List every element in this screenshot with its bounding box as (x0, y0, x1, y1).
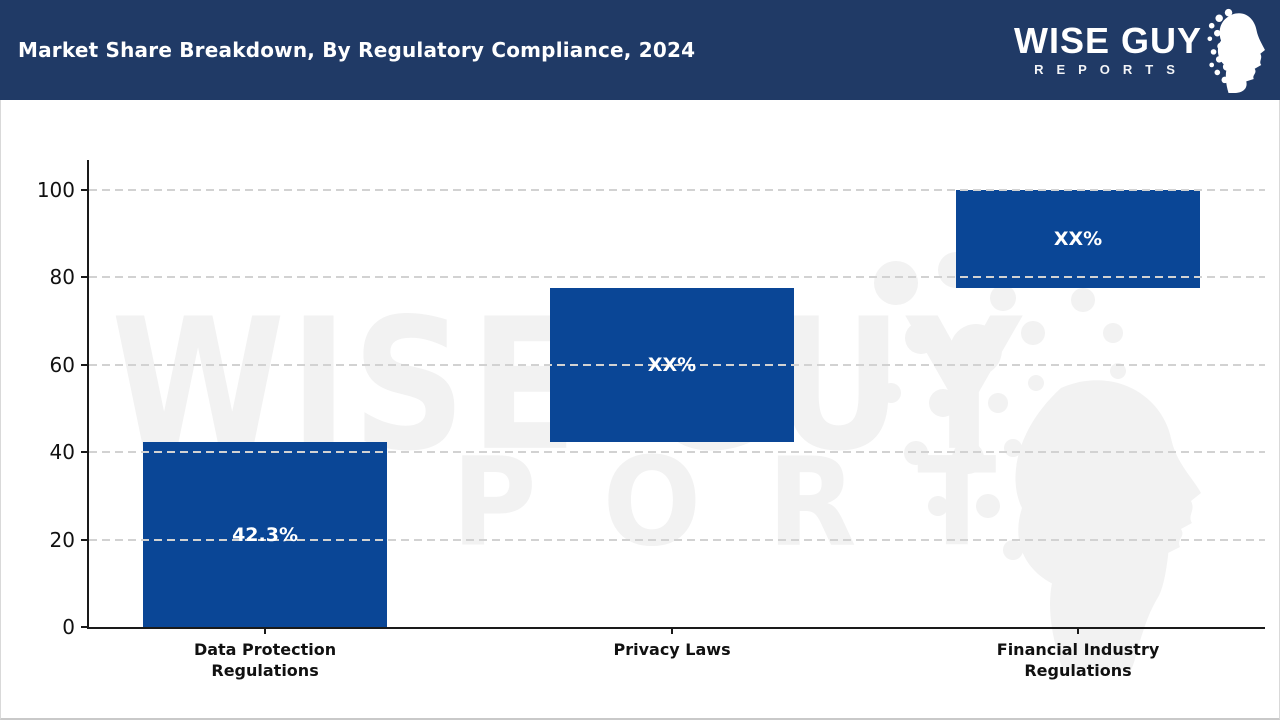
y-axis-tick (81, 626, 89, 628)
gridline-40 (89, 451, 1265, 454)
gridline-80 (89, 276, 1265, 279)
category-label-data-protection-regulations: Data Protection Regulations (125, 639, 405, 681)
watermark-face-icon (874, 252, 1201, 670)
category-label-line: Regulations (211, 661, 319, 680)
y-axis-tick-label: 40 (49, 440, 75, 465)
bar-value-label-privacy-laws: XX% (647, 354, 697, 377)
x-axis-line (87, 627, 1265, 629)
category-label-line: Data Protection (193, 640, 337, 659)
gridline-20 (89, 538, 1265, 541)
bar-value-label-data-protection-regulations: 42.3% (232, 523, 298, 546)
y-axis-tick-label: 20 (49, 527, 75, 552)
y-axis-tick-label: 60 (49, 352, 75, 377)
y-axis-tick-label: 80 (49, 265, 75, 290)
brand-subtitle: REPORTS (1034, 62, 1188, 77)
brand-logo: WISE GUY REPORTS (1014, 7, 1266, 93)
category-label-line: Financial Industry (996, 640, 1160, 659)
category-label-financial-industry-regulations: Financial Industry Regulations (938, 639, 1218, 681)
chart-canvas: WISE GUY REPORTS 0 20 40 60 80 100 42.3% Data P… (0, 100, 1280, 720)
category-label-line: Regulations (1024, 661, 1132, 680)
brand-logo-text: WISE GUY REPORTS (1013, 20, 1202, 78)
logo-face-icon (1207, 8, 1265, 93)
app-header: Market Share Breakdown, By Regulatory Co… (0, 0, 1280, 100)
x-axis-tick (671, 627, 674, 634)
y-axis-tick (81, 538, 89, 541)
y-axis-tick (81, 451, 89, 454)
y-axis-tick-label: 100 (36, 178, 75, 202)
x-axis-tick (1077, 627, 1080, 634)
category-label-privacy-laws: Privacy Laws (532, 639, 812, 660)
y-axis-tick (81, 276, 89, 279)
y-axis-tick-label: 0 (62, 615, 75, 639)
gridline-60 (89, 363, 1265, 366)
bar-data-protection-regulations (143, 442, 388, 627)
x-axis-tick (264, 627, 267, 634)
bar-financial-industry-regulations (956, 190, 1201, 289)
bar-value-label-financial-industry-regulations: XX% (1053, 228, 1103, 251)
chart-title: Market Share Breakdown, By Regulatory Co… (18, 38, 696, 62)
category-label-line: Privacy Laws (613, 640, 731, 659)
y-axis-tick (81, 189, 89, 191)
gridline-100 (89, 189, 1265, 191)
y-axis-tick (81, 363, 89, 366)
brand-name: WISE GUY (1013, 20, 1202, 61)
y-axis-line (87, 160, 89, 629)
